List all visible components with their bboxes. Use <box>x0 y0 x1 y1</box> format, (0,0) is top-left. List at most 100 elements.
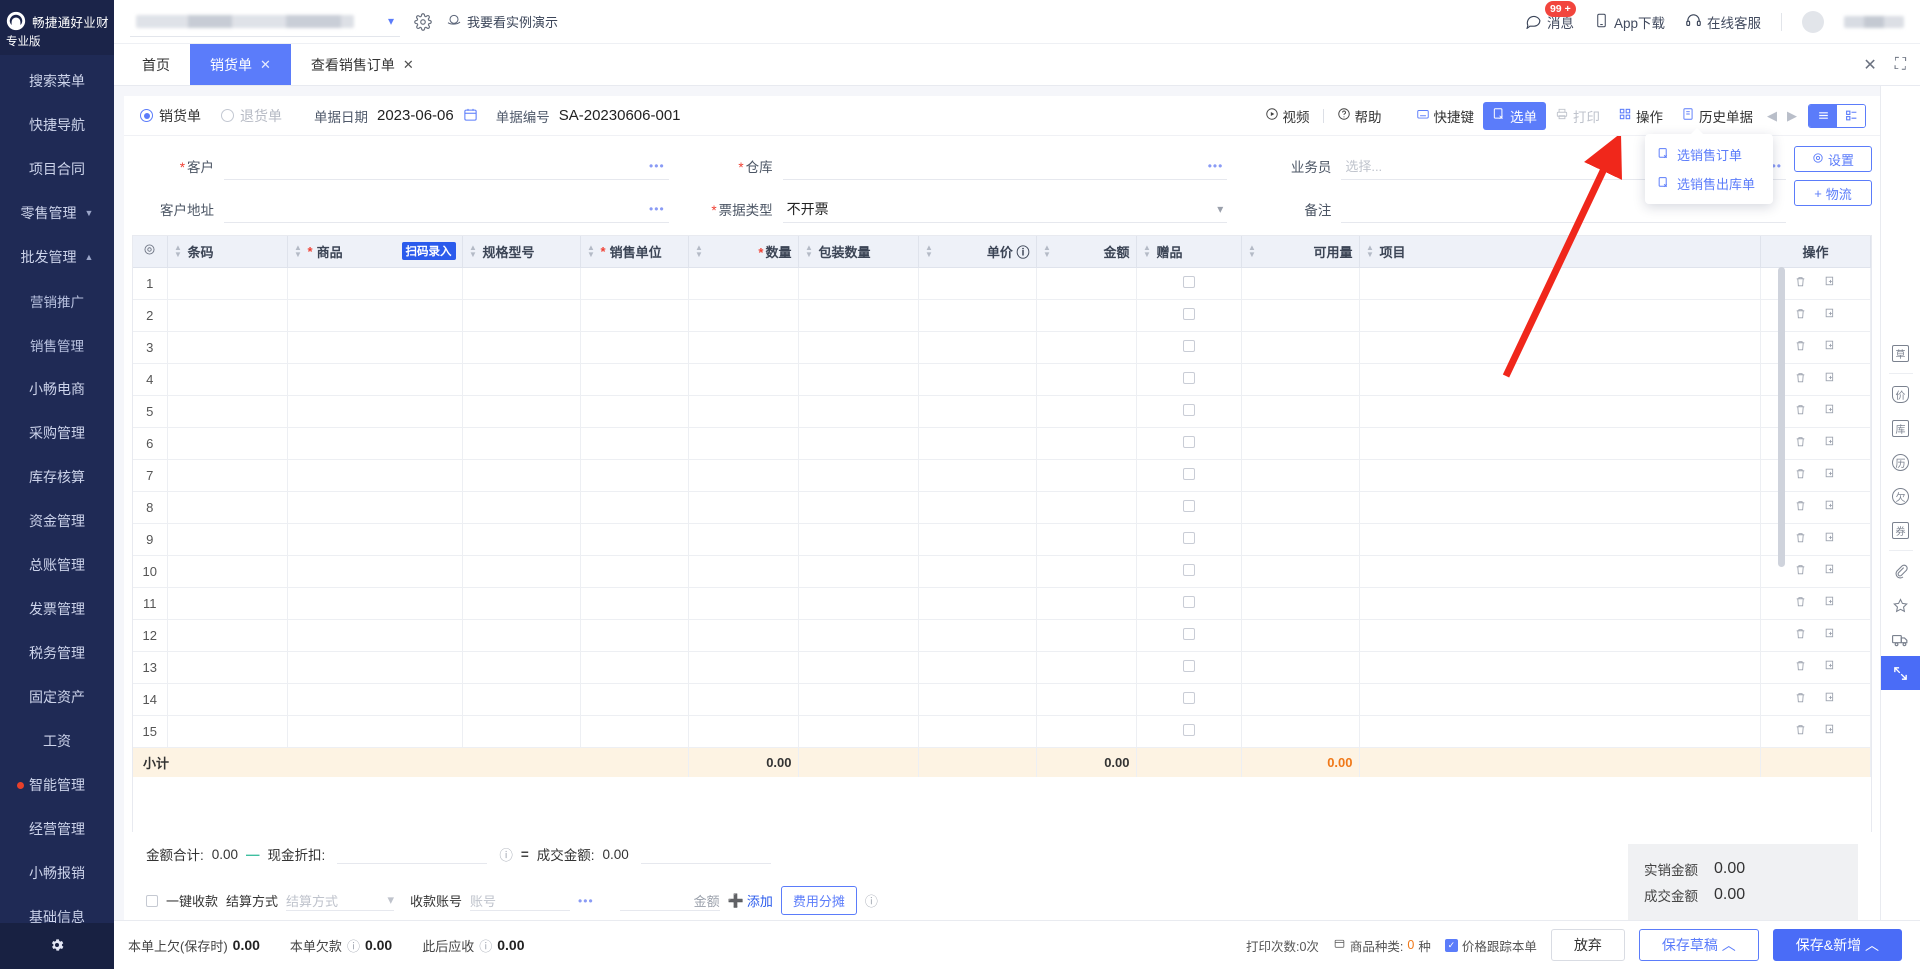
cell-spec[interactable] <box>462 267 581 300</box>
delete-icon[interactable] <box>1794 564 1807 579</box>
cell-price[interactable] <box>918 395 1037 428</box>
help-icon[interactable]: ⓘ <box>864 894 878 909</box>
messages-button[interactable]: 消息 99 + <box>1525 0 1576 32</box>
gift-checkbox[interactable] <box>1182 595 1195 608</box>
more-options-icon[interactable]: ••• <box>578 893 594 908</box>
cell-amount[interactable] <box>1036 395 1137 428</box>
delete-icon[interactable] <box>1794 468 1807 483</box>
cell-product[interactable] <box>287 587 463 620</box>
invoice-type-select[interactable]: 不开票 ▾ <box>782 195 1228 223</box>
table-row[interactable]: 14 <box>133 683 1871 716</box>
stock-icon[interactable]: 库 <box>1881 411 1920 445</box>
cell-available[interactable] <box>1241 651 1360 684</box>
copy-add-icon[interactable] <box>1824 564 1837 579</box>
cell-price[interactable] <box>918 651 1037 684</box>
copy-add-icon[interactable] <box>1824 596 1837 611</box>
cell-gift[interactable] <box>1136 715 1242 748</box>
sidebar-item-tax[interactable]: 税务管理 <box>29 645 85 661</box>
doc-date-value[interactable]: 2023-06-06 <box>377 107 454 124</box>
cell-price[interactable] <box>918 491 1037 524</box>
copy-add-icon[interactable] <box>1824 276 1837 291</box>
cell-barcode[interactable] <box>167 491 288 524</box>
table-row[interactable]: 6 <box>133 427 1871 460</box>
shortcut-button[interactable]: 快捷键 <box>1407 102 1484 130</box>
cell-amount[interactable] <box>1036 683 1137 716</box>
copy-add-icon[interactable] <box>1824 692 1837 707</box>
radio-return-order[interactable]: 退货单 <box>221 106 282 126</box>
cell-pack-qty[interactable] <box>798 491 919 524</box>
demo-link[interactable]: 我要看实例演示 <box>446 12 558 31</box>
table-vertical-scrollbar[interactable] <box>1778 267 1785 567</box>
copy-add-icon[interactable] <box>1824 628 1837 643</box>
cell-project[interactable] <box>1359 299 1761 332</box>
warehouse-input[interactable]: ••• <box>782 152 1228 180</box>
dropdown-item-sales-outbound[interactable]: 选销售出库单 <box>1645 169 1773 198</box>
settle-method-select[interactable]: 结算方式 ▾ <box>286 891 395 911</box>
sidebar-settings-button[interactable] <box>0 923 114 969</box>
fee-share-button[interactable]: 费用分摊 <box>780 886 857 915</box>
gift-checkbox[interactable] <box>1182 275 1195 288</box>
cell-amount[interactable] <box>1036 715 1137 748</box>
cell-barcode[interactable] <box>167 363 288 396</box>
cell-project[interactable] <box>1359 651 1761 684</box>
cell-qty[interactable] <box>688 491 799 524</box>
cell-product[interactable] <box>287 555 463 588</box>
cell-spec[interactable] <box>462 363 581 396</box>
cell-available[interactable] <box>1241 587 1360 620</box>
table-row[interactable]: 7 <box>133 459 1871 492</box>
copy-add-icon[interactable] <box>1824 372 1837 387</box>
cell-gift[interactable] <box>1136 683 1242 716</box>
cell-unit[interactable] <box>580 491 689 524</box>
cell-pack-qty[interactable] <box>798 619 919 652</box>
next-doc-button[interactable]: ▶ <box>1787 107 1797 123</box>
delete-icon[interactable] <box>1794 660 1807 675</box>
tab-view-sales-order[interactable]: 查看销售订单 ✕ <box>291 44 434 85</box>
account-input[interactable]: 账号 <box>470 891 571 911</box>
gift-checkbox[interactable] <box>1182 339 1195 352</box>
cell-qty[interactable] <box>688 683 799 716</box>
delete-icon[interactable] <box>1794 628 1807 643</box>
truck-icon[interactable] <box>1881 622 1920 656</box>
avatar[interactable] <box>1802 10 1824 33</box>
cell-price[interactable] <box>918 587 1037 620</box>
delete-icon[interactable] <box>1794 692 1807 707</box>
history-icon[interactable]: 历 <box>1881 445 1920 479</box>
table-row[interactable]: 5 <box>133 395 1871 428</box>
discard-button[interactable]: 放弃 <box>1550 929 1625 961</box>
cell-qty[interactable] <box>688 555 799 588</box>
cell-pack-qty[interactable] <box>798 523 919 556</box>
history-doc-button[interactable]: 历史单据 <box>1672 102 1762 130</box>
org-selector[interactable]: ▾ <box>130 7 400 37</box>
table-row[interactable]: 13 <box>133 651 1871 684</box>
col-amount[interactable]: ▲ ▼ 金额 <box>1036 236 1137 268</box>
cell-product[interactable] <box>287 459 463 492</box>
cell-amount[interactable] <box>1036 619 1137 652</box>
cell-available[interactable] <box>1241 427 1360 460</box>
delete-icon[interactable] <box>1794 372 1807 387</box>
cell-project[interactable] <box>1359 491 1761 524</box>
delete-icon[interactable] <box>1794 724 1807 739</box>
fullscreen-icon[interactable]: ⛶ <box>1894 55 1906 73</box>
more-options-icon[interactable]: ••• <box>649 201 665 216</box>
cell-gift[interactable] <box>1136 395 1242 428</box>
cell-pack-qty[interactable] <box>798 267 919 300</box>
scan-entry-tag[interactable]: 扫码录入 <box>401 242 456 261</box>
cell-pack-qty[interactable] <box>798 331 919 364</box>
cell-unit[interactable] <box>580 587 689 620</box>
tab-home[interactable]: 首页 <box>122 44 190 85</box>
cell-barcode[interactable] <box>167 427 288 460</box>
prev-doc-button[interactable]: ◀ <box>1767 107 1777 123</box>
help-button[interactable]: 帮助 <box>1328 102 1391 130</box>
delete-icon[interactable] <box>1794 404 1807 419</box>
cell-product[interactable] <box>287 299 463 332</box>
gift-checkbox[interactable] <box>1182 467 1195 480</box>
delete-icon[interactable] <box>1794 308 1807 323</box>
copy-add-icon[interactable] <box>1824 404 1837 419</box>
cell-project[interactable] <box>1359 395 1761 428</box>
save-draft-button[interactable]: 保存草稿 ︿ <box>1638 929 1759 961</box>
one-click-checkbox[interactable] <box>146 894 158 907</box>
cell-qty[interactable] <box>688 267 799 300</box>
cell-gift[interactable] <box>1136 523 1242 556</box>
cell-unit[interactable] <box>580 299 689 332</box>
chevron-down-icon[interactable]: ▾ <box>1217 201 1224 216</box>
